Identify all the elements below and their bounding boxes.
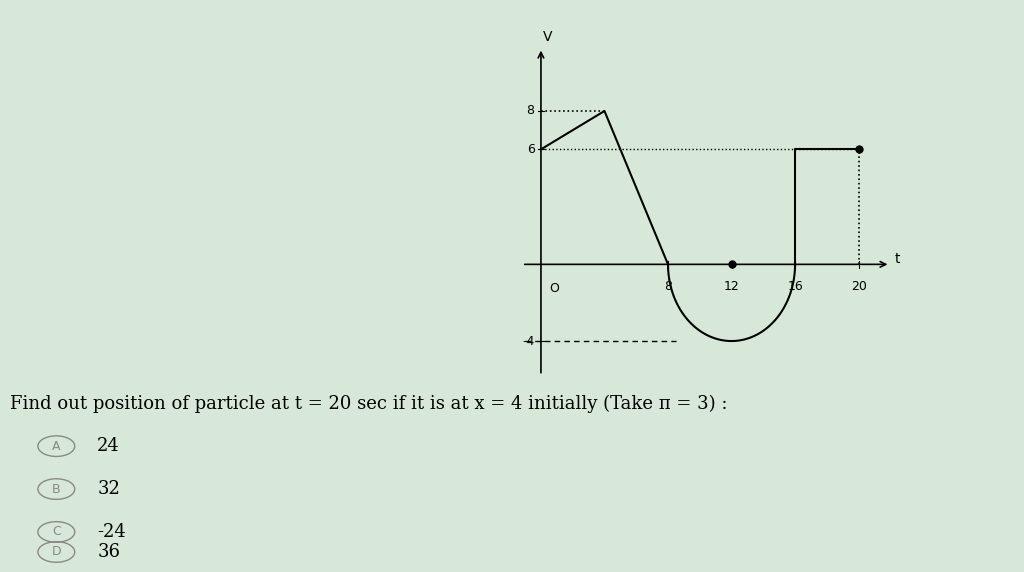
Text: 8: 8 [526, 105, 535, 117]
Text: 20: 20 [851, 280, 866, 293]
Text: Find out position of particle at t = 20 sec if it is at x = 4 initially (Take π : Find out position of particle at t = 20 … [10, 395, 728, 413]
Text: A: A [52, 440, 60, 452]
Text: C: C [52, 526, 60, 538]
Text: 16: 16 [787, 280, 803, 293]
Text: 6: 6 [526, 143, 535, 156]
Text: 36: 36 [97, 543, 120, 561]
Text: D: D [51, 546, 61, 558]
Text: -4: -4 [522, 335, 535, 348]
Text: 24: 24 [97, 437, 120, 455]
Text: V: V [543, 30, 552, 44]
Text: t: t [895, 252, 901, 265]
Text: O: O [549, 281, 559, 295]
Text: B: B [52, 483, 60, 495]
Text: 8: 8 [664, 280, 672, 293]
Text: -24: -24 [97, 523, 126, 541]
Text: 32: 32 [97, 480, 120, 498]
Text: 12: 12 [724, 280, 739, 293]
